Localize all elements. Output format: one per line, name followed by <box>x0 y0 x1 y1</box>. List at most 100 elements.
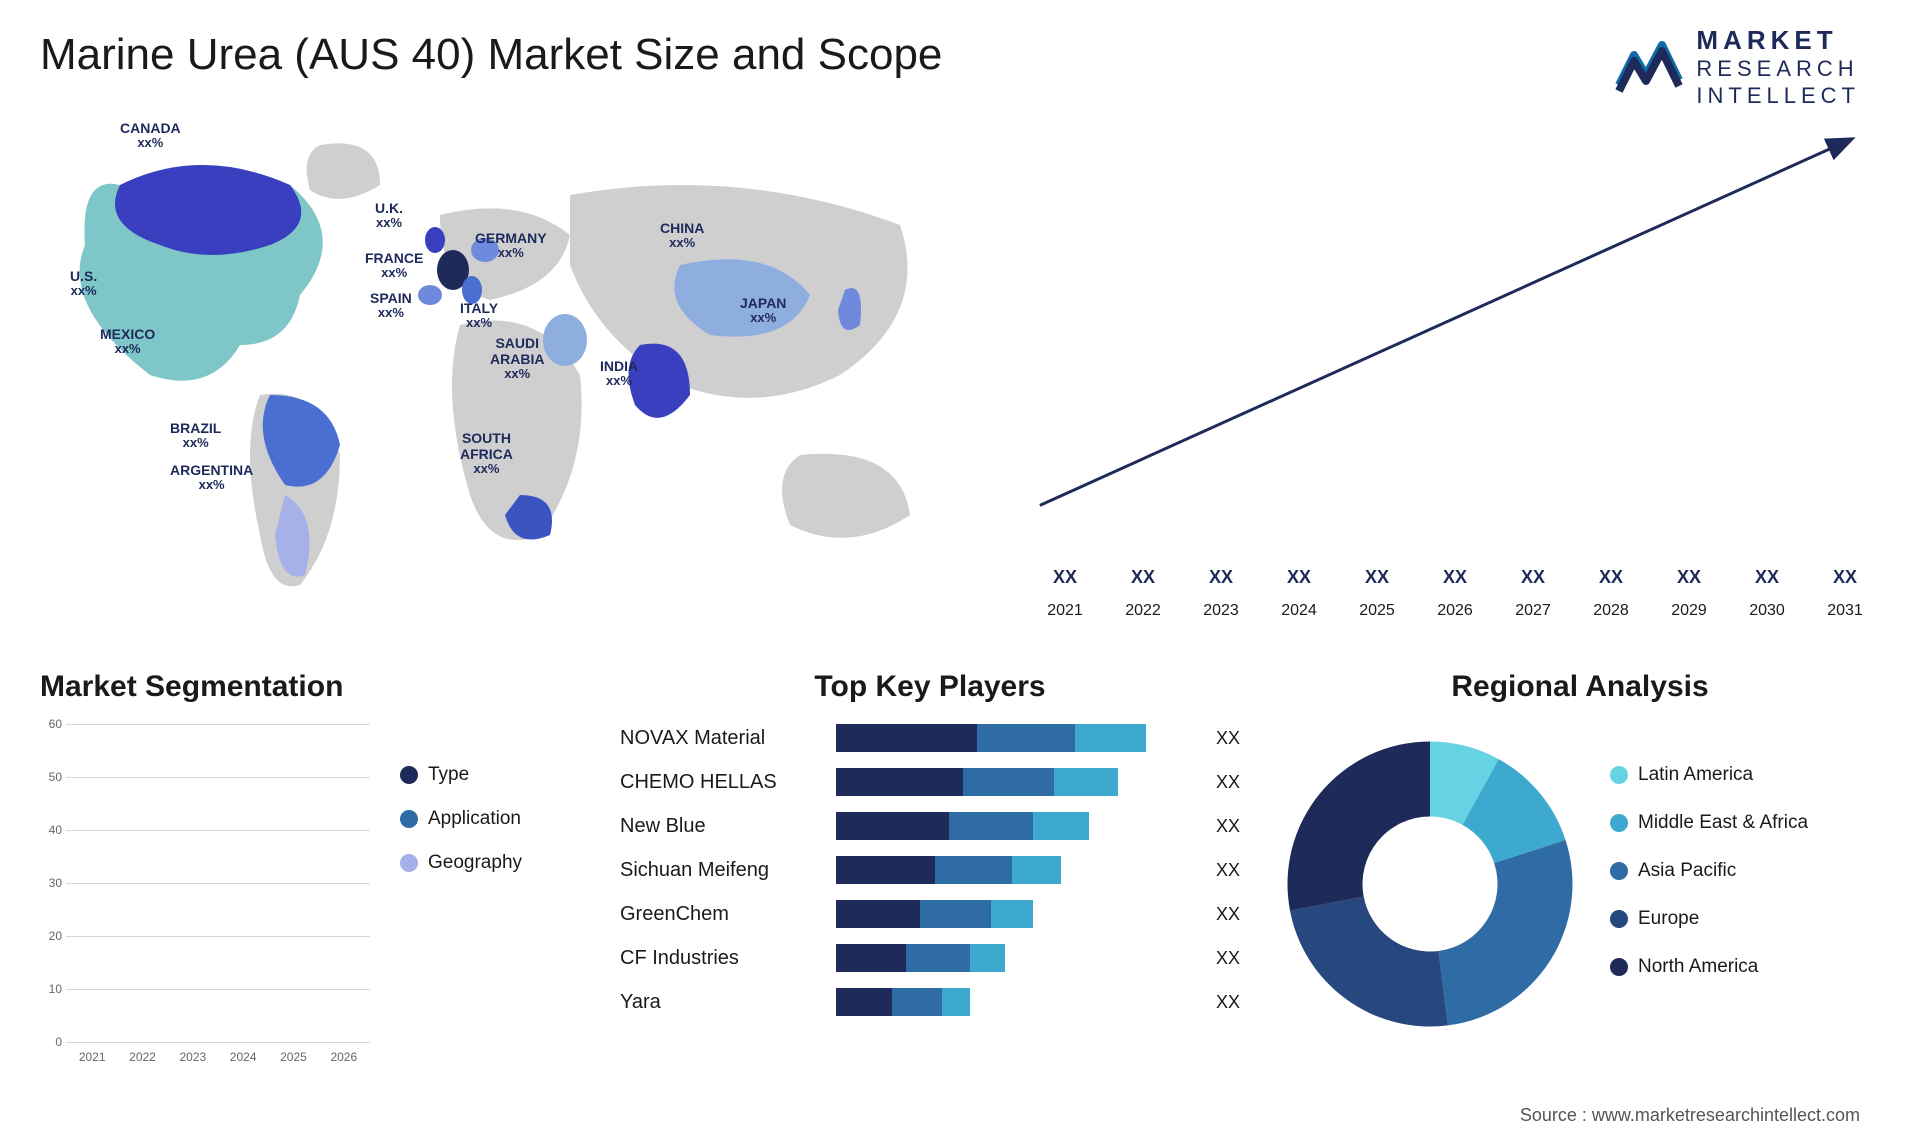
forecast-x-label: 2028 <box>1576 602 1646 620</box>
player-name: NOVAX Material <box>620 727 820 750</box>
player-name: CF Industries <box>620 947 820 970</box>
legend-label: Middle East & Africa <box>1638 812 1808 834</box>
segmentation-title: Market Segmentation <box>40 670 580 704</box>
forecast-bar-label: XX <box>1053 567 1077 588</box>
legend-item: Asia Pacific <box>1610 860 1880 882</box>
players-title: Top Key Players <box>620 670 1240 704</box>
page-title: Marine Urea (AUS 40) Market Size and Sco… <box>40 30 1880 80</box>
legend-label: Asia Pacific <box>1638 860 1736 882</box>
legend-dot <box>400 766 418 784</box>
map-callout: SAUDIARABIAxx% <box>490 335 544 382</box>
map-callout: ARGENTINAxx% <box>170 462 253 493</box>
world-map-panel: CANADAxx%U.S.xx%MEXICOxx%BRAZILxx%ARGENT… <box>40 110 980 620</box>
map-callout: GERMANYxx% <box>475 230 547 261</box>
seg-x-label: 2026 <box>324 1050 364 1064</box>
player-name: Sichuan Meifeng <box>620 859 820 882</box>
legend-dot <box>400 854 418 872</box>
map-callout: SOUTHAFRICAxx% <box>460 430 513 477</box>
player-value: XX <box>1216 992 1240 1013</box>
forecast-bar-label: XX <box>1521 567 1545 588</box>
forecast-bar-label: XX <box>1833 567 1857 588</box>
seg-y-tick: 60 <box>49 717 62 731</box>
player-name: Yara <box>620 991 820 1014</box>
forecast-x-label: 2029 <box>1654 602 1724 620</box>
legend-label: Europe <box>1638 908 1699 930</box>
player-bar <box>836 812 1188 840</box>
player-name: GreenChem <box>620 903 820 926</box>
seg-y-tick: 50 <box>49 770 62 784</box>
player-row: GreenChem XX <box>620 900 1240 928</box>
legend-dot <box>1610 958 1628 976</box>
forecast-bar-label: XX <box>1209 567 1233 588</box>
map-callout: FRANCExx% <box>365 250 423 281</box>
forecast-x-label: 2023 <box>1186 602 1256 620</box>
player-name: New Blue <box>620 815 820 838</box>
regional-title: Regional Analysis <box>1280 670 1880 704</box>
segmentation-chart: 0102030405060 202120222023202420252026 <box>40 724 370 1064</box>
legend-dot <box>400 810 418 828</box>
map-callout: SPAINxx% <box>370 290 412 321</box>
forecast-bar-label: XX <box>1677 567 1701 588</box>
source-credit: Source : www.marketresearchintellect.com <box>1520 1105 1860 1126</box>
legend-dot <box>1610 862 1628 880</box>
player-row: Sichuan MeifengXX <box>620 856 1240 884</box>
forecast-x-label: 2026 <box>1420 602 1490 620</box>
seg-y-tick: 40 <box>49 823 62 837</box>
forecast-bar-label: XX <box>1599 567 1623 588</box>
map-callout: CHINAxx% <box>660 220 704 251</box>
seg-y-tick: 0 <box>55 1035 62 1049</box>
seg-x-label: 2021 <box>72 1050 112 1064</box>
legend-label: Geography <box>428 852 522 874</box>
brand-logo: MARKET RESEARCH INTELLECT <box>1614 25 1860 109</box>
forecast-x-label: 2022 <box>1108 602 1178 620</box>
player-bar <box>836 944 1188 972</box>
player-row: Yara XX <box>620 988 1240 1016</box>
brand-wave-icon <box>1614 35 1684 99</box>
brand-line1: MARKET <box>1696 25 1860 56</box>
brand-line2: RESEARCH <box>1696 56 1860 82</box>
player-bar <box>836 988 1188 1016</box>
player-value: XX <box>1216 816 1240 837</box>
player-row: CHEMO HELLASXX <box>620 768 1240 796</box>
donut-slice <box>1438 840 1572 1025</box>
brand-line3: INTELLECT <box>1696 83 1860 109</box>
regional-legend: Latin America Middle East & Africa Asia Pa… <box>1610 764 1880 1004</box>
seg-y-tick: 30 <box>49 876 62 890</box>
forecast-bar-label: XX <box>1365 567 1389 588</box>
forecast-x-label: 2024 <box>1264 602 1334 620</box>
forecast-bar-label: XX <box>1443 567 1467 588</box>
player-value: XX <box>1216 948 1240 969</box>
player-value: XX <box>1216 772 1240 793</box>
map-callout: JAPANxx% <box>740 295 786 326</box>
forecast-x-label: 2027 <box>1498 602 1568 620</box>
player-bar <box>836 856 1188 884</box>
legend-item: Type <box>400 764 580 786</box>
map-callout: INDIAxx% <box>600 358 638 389</box>
regional-donut-chart <box>1280 734 1580 1034</box>
player-row: NOVAX Material XX <box>620 724 1240 752</box>
seg-y-tick: 10 <box>49 982 62 996</box>
player-bar <box>836 900 1188 928</box>
players-panel: Top Key Players NOVAX MaterialXXCHEMO HE… <box>620 670 1240 1100</box>
forecast-x-label: 2025 <box>1342 602 1412 620</box>
map-callout: BRAZILxx% <box>170 420 221 451</box>
forecast-bar-label: XX <box>1287 567 1311 588</box>
legend-label: North America <box>1638 956 1758 978</box>
player-value: XX <box>1216 728 1240 749</box>
legend-label: Type <box>428 764 469 786</box>
segmentation-legend: Type Application Geography <box>400 724 580 1064</box>
player-bar <box>836 724 1188 752</box>
forecast-x-label: 2030 <box>1732 602 1802 620</box>
legend-label: Application <box>428 808 521 830</box>
legend-item: Latin America <box>1610 764 1880 786</box>
player-row: New Blue XX <box>620 812 1240 840</box>
legend-dot <box>1610 766 1628 784</box>
forecast-bar-label: XX <box>1131 567 1155 588</box>
forecast-chart: XXXXXXXXXXXXXXXXXXXXXX 20212022202320242… <box>1030 110 1880 620</box>
map-callout: U.S.xx% <box>70 268 97 299</box>
legend-dot <box>1610 814 1628 832</box>
legend-dot <box>1610 910 1628 928</box>
legend-item: Middle East & Africa <box>1610 812 1880 834</box>
segmentation-panel: Market Segmentation 0102030405060 202120… <box>40 670 580 1100</box>
player-value: XX <box>1216 904 1240 925</box>
